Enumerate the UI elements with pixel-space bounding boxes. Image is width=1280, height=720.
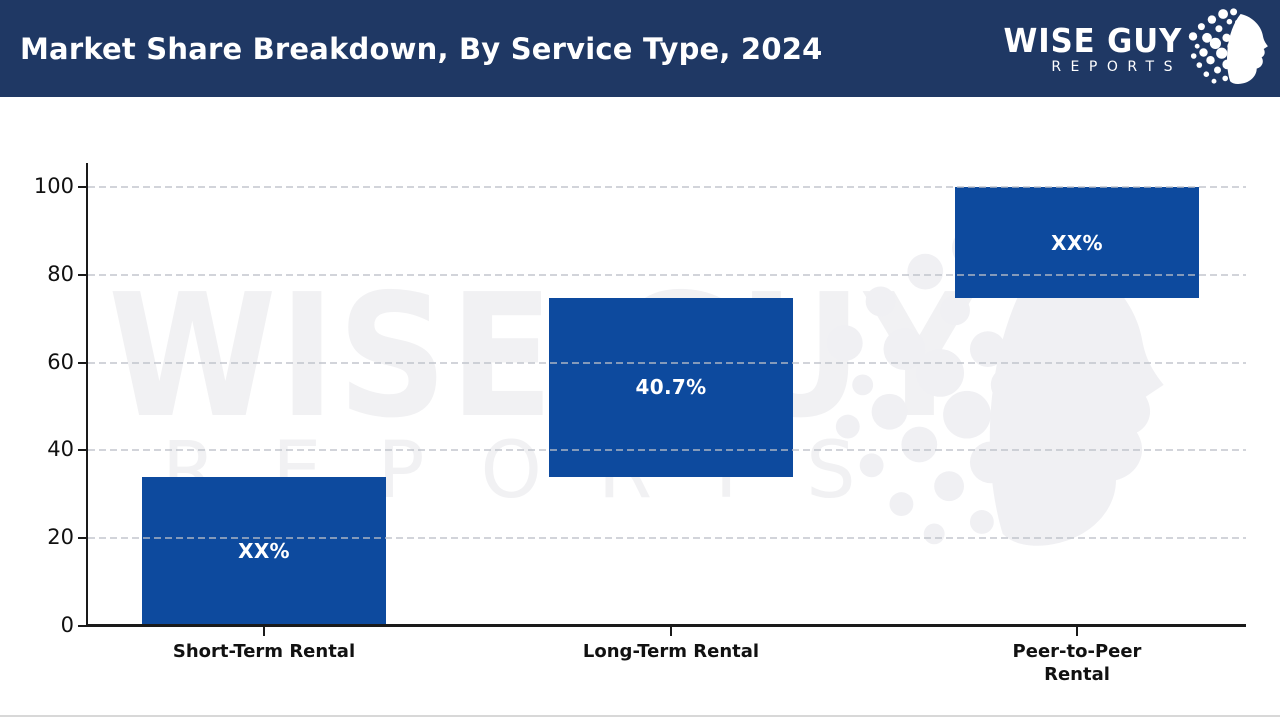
x-tick-mark [670, 627, 672, 636]
x-tick-mark [1076, 627, 1078, 636]
y-tick-mark [78, 625, 86, 627]
x-category-label: Long-Term Rental [582, 641, 760, 662]
x-category-label: Short-Term Rental [172, 641, 356, 662]
wise-guy-reports-logo: WISE GUY REPORTS [990, 7, 1280, 91]
y-tick-mark [78, 537, 86, 540]
bottom-divider-line [0, 715, 1280, 717]
x-category-label: Peer-to-Peer Rental [1012, 641, 1142, 685]
y-tick-label: 80 [47, 261, 74, 286]
gridline [88, 449, 1246, 452]
logo-dotted-face-icon [1188, 7, 1268, 84]
y-tick-label: 20 [47, 525, 74, 550]
bar-value-label: XX% [1051, 230, 1103, 255]
gridline [88, 537, 1246, 540]
gridline [88, 361, 1246, 364]
plot-area: XX% 40.7% XX% [88, 186, 1246, 626]
x-tick-mark [263, 627, 265, 636]
y-tick-label: 100 [33, 174, 74, 198]
gridline [88, 186, 1246, 188]
gridline [88, 273, 1246, 276]
chart-title: Market Share Breakdown, By Service Type,… [20, 31, 823, 66]
y-tick-mark [78, 449, 86, 452]
y-tick-mark [78, 273, 86, 276]
y-tick-label: 40 [47, 437, 74, 462]
bar-segment: XX% [955, 187, 1199, 299]
header-bar: Market Share Breakdown, By Service Type,… [0, 0, 1280, 97]
y-tick-label: 0 [60, 613, 74, 637]
logo-wordmark: WISE GUY [1003, 20, 1182, 60]
bar-value-label: XX% [238, 539, 290, 564]
x-axis-line [86, 624, 1246, 627]
y-axis-line [86, 163, 88, 627]
bar-segment: XX% [142, 476, 386, 626]
logo-text: WISE GUY REPORTS [990, 24, 1182, 74]
y-tick-mark [78, 186, 86, 188]
y-tick-label: 60 [47, 349, 74, 374]
logo-reports-text: REPORTS [1051, 58, 1182, 75]
bar-segment: 40.7% [549, 298, 793, 477]
bar-value-label: 40.7% [635, 375, 707, 400]
y-tick-mark [78, 361, 86, 364]
